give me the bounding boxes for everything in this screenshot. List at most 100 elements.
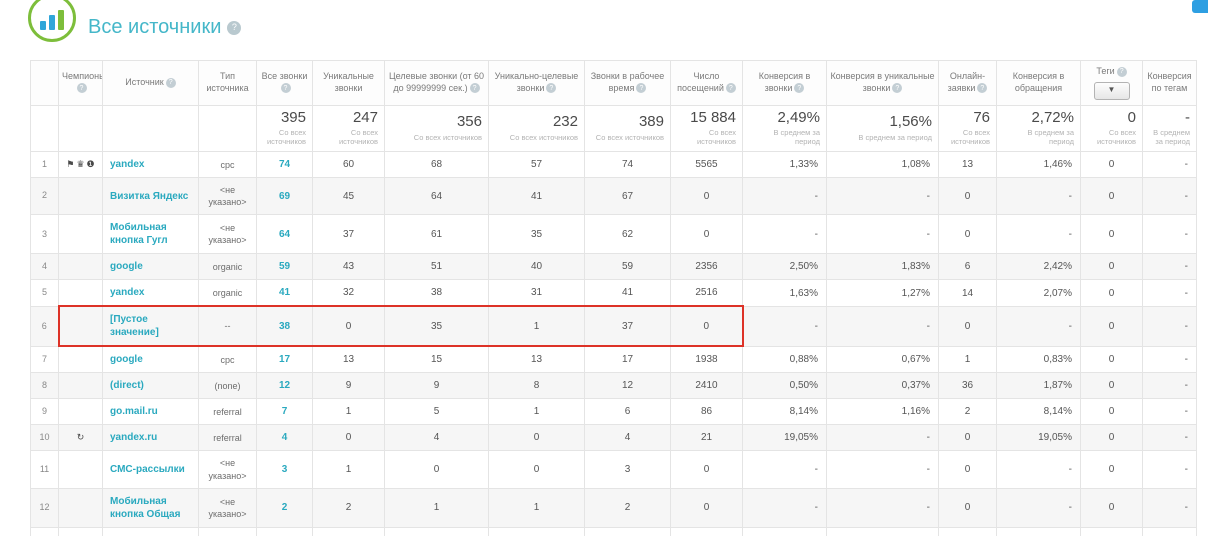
source-link[interactable]: (direct)	[110, 380, 144, 392]
cell-conversion-appeals: 2,42%	[996, 253, 1081, 281]
source-link[interactable]: go.mail.ru	[110, 406, 158, 418]
cell-conversion-calls: 0,50%	[742, 372, 827, 400]
source-link[interactable]: Мобильная кнопка Общая	[110, 495, 181, 520]
all-calls-value[interactable]: 74	[278, 159, 291, 171]
source-link[interactable]: yandex.ru	[110, 432, 158, 444]
help-icon[interactable]: ?	[794, 83, 805, 94]
help-icon[interactable]: ?	[165, 77, 176, 88]
row-number: 3	[30, 214, 59, 255]
cell-unique-calls: 45	[312, 177, 385, 216]
cell-all-calls[interactable]: 59	[256, 253, 313, 281]
cell-online-requests: 0	[938, 214, 997, 255]
title-help-icon[interactable]: ?	[227, 20, 242, 35]
cell-all-calls[interactable]: 2	[256, 526, 313, 536]
cell-working-hours-calls: 67	[584, 177, 671, 216]
table-row: 4 google organic 59 43 51 40 59 2356 2,50% 1,83% 6 2…	[30, 253, 1197, 281]
cell-conversion-tags: -	[1142, 487, 1197, 528]
cell-conversion-unique-calls: 1,16%	[826, 398, 939, 426]
cell-all-calls[interactable]: 64	[256, 214, 313, 255]
cell-tags: 0	[1080, 450, 1143, 489]
cell-tags: 0	[1080, 526, 1143, 536]
cell-conversion-tags: -	[1142, 372, 1197, 400]
cell-conversion-calls: 0,88%	[742, 345, 827, 374]
help-icon[interactable]: ?	[469, 83, 480, 94]
column-header-conversion-calls: Конверсия в звонки?	[742, 60, 827, 106]
source-link[interactable]: yandex	[110, 159, 145, 171]
source-type-cell: <не указано>	[198, 177, 257, 216]
cell-all-calls[interactable]: 41	[256, 279, 313, 307]
source-cell: yandex.ru	[102, 424, 199, 452]
all-calls-value[interactable]: 38	[278, 320, 291, 332]
help-icon[interactable]: ?	[892, 83, 903, 94]
help-icon[interactable]: ?	[1116, 66, 1127, 77]
all-calls-value[interactable]: 2	[281, 502, 288, 514]
cell-target-calls: 2	[384, 526, 489, 536]
source-link[interactable]: Мобильная кнопка Гугл	[110, 222, 168, 247]
all-calls-value[interactable]: 12	[278, 380, 291, 392]
source-cell: yandex	[102, 279, 199, 307]
cell-tags: 0	[1080, 372, 1143, 400]
summary-value: 76	[973, 108, 990, 126]
tags-filter-button[interactable]: ▼	[1093, 81, 1130, 100]
cell-working-hours-calls: 41	[584, 279, 671, 307]
cell-all-calls[interactable]: 17	[256, 345, 313, 374]
cell-unique-calls: 60	[312, 151, 385, 179]
summary-value: -	[1185, 108, 1190, 126]
help-icon[interactable]: ?	[977, 83, 988, 94]
page-title: Все источники	[88, 16, 222, 38]
source-link[interactable]: СМС-рассылки	[110, 464, 185, 476]
column-label: Уникальные звонки	[323, 71, 374, 93]
help-icon[interactable]: ?	[546, 83, 557, 94]
all-calls-value[interactable]: 7	[281, 406, 288, 418]
source-link[interactable]: google	[110, 354, 143, 366]
source-type-cell: <не указано>	[198, 450, 257, 489]
cell-target-calls: 9	[384, 372, 489, 400]
all-calls-value[interactable]: 59	[278, 261, 291, 273]
cell-conversion-calls: -	[742, 214, 827, 255]
table-row-highlighted: 6 [Пустое значение] -- 38 0 35 1 37 0- -0-0-	[30, 305, 1197, 348]
row-number: 7	[30, 345, 59, 374]
source-link[interactable]: google	[110, 261, 143, 273]
summary-caption: В среднем за период	[858, 132, 932, 142]
source-link[interactable]: yandex	[110, 287, 145, 299]
cell-conversion-calls: 19,05%	[742, 424, 827, 452]
help-icon[interactable]: ?	[725, 83, 736, 94]
all-calls-value[interactable]: 4	[281, 432, 288, 444]
logo-bar	[49, 15, 55, 30]
cell-conversion-unique-calls: 1,27%	[826, 279, 939, 307]
cell-tags: 0	[1080, 151, 1143, 179]
row-number: 2	[30, 177, 59, 216]
all-calls-value[interactable]: 64	[278, 228, 291, 240]
column-label: Источник	[125, 77, 164, 87]
cell-conversion-calls: -	[742, 305, 827, 347]
cell-unique-target-calls: 57	[488, 151, 585, 179]
help-icon[interactable]: ?	[76, 83, 87, 94]
logo-bar	[58, 10, 64, 30]
cell-unique-target-calls: 8	[488, 372, 585, 400]
source-link[interactable]: Визитка Яндекс	[110, 190, 189, 202]
summary-caption: Со всех источников	[338, 128, 378, 147]
cell-all-calls[interactable]: 4	[256, 424, 313, 452]
cell-all-calls[interactable]: 38	[256, 305, 313, 348]
cell-unique-target-calls: 41	[488, 177, 585, 216]
cell-all-calls[interactable]: 12	[256, 372, 313, 400]
cell-all-calls[interactable]: 7	[256, 398, 313, 426]
source-link[interactable]: [Пустое значение]	[110, 314, 159, 339]
cell-conversion-unique-calls: -	[826, 214, 939, 255]
help-icon[interactable]: ?	[280, 83, 291, 94]
all-calls-value[interactable]: 3	[281, 464, 288, 476]
all-calls-value[interactable]: 41	[278, 287, 291, 299]
cell-unique-calls: 37	[312, 214, 385, 255]
champions-cell	[58, 214, 103, 255]
column-header-all-calls: Все звонки?	[256, 60, 313, 106]
champions-cell	[58, 526, 103, 536]
cell-all-calls[interactable]: 2	[256, 487, 313, 528]
all-calls-value[interactable]: 17	[278, 354, 291, 366]
cell-all-calls[interactable]: 3	[256, 450, 313, 489]
cell-all-calls[interactable]: 69	[256, 177, 313, 216]
summary-value: 0	[1127, 108, 1136, 126]
all-calls-value[interactable]: 69	[278, 190, 291, 202]
chat-widget-icon[interactable]	[1192, 0, 1208, 13]
cell-all-calls[interactable]: 74	[256, 151, 313, 179]
help-icon[interactable]: ?	[636, 83, 647, 94]
